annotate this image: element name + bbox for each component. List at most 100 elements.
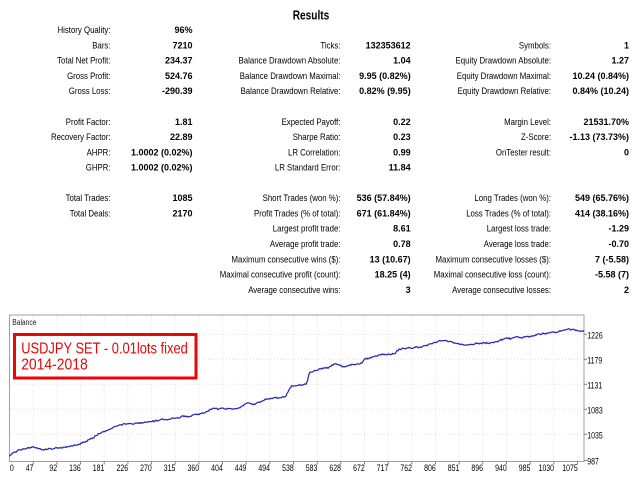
svg-text:7 (-5.58): 7 (-5.58)	[595, 254, 629, 264]
svg-text:0.99: 0.99	[393, 147, 411, 157]
svg-text:762: 762	[400, 463, 412, 473]
svg-text:985: 985	[519, 463, 531, 473]
svg-text:Average loss trade:: Average loss trade:	[484, 239, 551, 249]
svg-text:92: 92	[49, 463, 57, 473]
svg-text:7210: 7210	[172, 40, 192, 50]
svg-text:Sharpe Ratio:: Sharpe Ratio:	[293, 132, 341, 142]
svg-text:0.22: 0.22	[393, 117, 411, 127]
svg-text:672: 672	[353, 463, 365, 473]
svg-text:Gross Profit:: Gross Profit:	[67, 71, 110, 81]
svg-text:2014-2018: 2014-2018	[21, 357, 88, 374]
svg-text:1035: 1035	[587, 431, 602, 441]
svg-text:2170: 2170	[172, 209, 192, 219]
svg-text:-1.13 (73.73%): -1.13 (73.73%)	[569, 132, 629, 142]
svg-text:414 (38.16%): 414 (38.16%)	[575, 209, 629, 219]
svg-text:1.81: 1.81	[175, 117, 193, 127]
svg-text:Largest loss trade:: Largest loss trade:	[487, 224, 551, 234]
svg-text:549 (65.76%): 549 (65.76%)	[575, 193, 629, 203]
svg-text:Maximum consecutive wins ($):: Maximum consecutive wins ($):	[232, 254, 341, 264]
svg-text:1179: 1179	[587, 356, 602, 366]
svg-text:1.04: 1.04	[393, 56, 411, 66]
svg-text:0: 0	[624, 147, 629, 157]
svg-text:10.24 (0.84%): 10.24 (0.84%)	[572, 71, 629, 81]
svg-text:315: 315	[164, 463, 176, 473]
svg-text:0.23: 0.23	[393, 132, 411, 142]
svg-text:671 (61.84%): 671 (61.84%)	[357, 209, 411, 219]
svg-text:987: 987	[587, 457, 599, 467]
svg-text:Margin Level:: Margin Level:	[504, 117, 551, 127]
svg-text:524.76: 524.76	[165, 71, 193, 81]
svg-text:940: 940	[495, 463, 507, 473]
svg-text:Equity Drawdown Maximal:: Equity Drawdown Maximal:	[457, 71, 551, 81]
svg-text:1083: 1083	[587, 406, 602, 416]
svg-text:Balance Drawdown Maximal:: Balance Drawdown Maximal:	[240, 71, 341, 81]
svg-text:9.95 (0.82%): 9.95 (0.82%)	[359, 71, 411, 81]
svg-text:Short Trades (won %):: Short Trades (won %):	[263, 193, 341, 203]
svg-text:360: 360	[188, 463, 200, 473]
svg-text:2: 2	[624, 285, 629, 295]
svg-text:136: 136	[69, 463, 81, 473]
svg-text:1.0002 (0.02%): 1.0002 (0.02%)	[131, 147, 193, 157]
svg-text:806: 806	[424, 463, 436, 473]
svg-text:Maximum consecutive losses ($): Maximum consecutive losses ($):	[436, 254, 552, 264]
svg-text:Balance: Balance	[12, 318, 37, 327]
svg-text:Loss Trades (% of total):: Loss Trades (% of total):	[466, 209, 551, 219]
svg-text:Results: Results	[293, 8, 330, 23]
svg-text:132353612: 132353612	[366, 40, 411, 50]
svg-text:Maximal consecutive profit (co: Maximal consecutive profit (count):	[220, 270, 341, 280]
svg-text:Equity Drawdown Absolute:: Equity Drawdown Absolute:	[456, 56, 552, 66]
svg-text:-290.39: -290.39	[162, 86, 193, 96]
svg-text:1.27: 1.27	[611, 56, 629, 66]
svg-text:Average consecutive wins:: Average consecutive wins:	[248, 285, 340, 295]
svg-text:0.82% (9.95): 0.82% (9.95)	[359, 86, 411, 96]
svg-text:USDJPY SET - 0.01lots fixed: USDJPY SET - 0.01lots fixed	[21, 340, 188, 357]
svg-text:1.0002 (0.02%): 1.0002 (0.02%)	[131, 163, 193, 173]
svg-text:Average profit trade:: Average profit trade:	[270, 239, 341, 249]
svg-text:717: 717	[377, 463, 389, 473]
svg-text:Balance Drawdown Absolute:: Balance Drawdown Absolute:	[239, 56, 341, 66]
svg-text:494: 494	[258, 463, 270, 473]
svg-text:851: 851	[448, 463, 460, 473]
svg-text:13 (10.67): 13 (10.67)	[370, 254, 411, 264]
svg-text:-1.29: -1.29	[608, 224, 629, 234]
svg-text:Bars:: Bars:	[92, 40, 110, 50]
svg-text:1: 1	[624, 40, 629, 50]
svg-text:11.84: 11.84	[389, 163, 411, 173]
svg-text:History Quality:: History Quality:	[58, 25, 111, 35]
svg-text:Largest profit trade:: Largest profit trade:	[273, 224, 341, 234]
svg-text:Profit Trades (% of total):: Profit Trades (% of total):	[254, 209, 341, 219]
svg-text:Total Deals:: Total Deals:	[70, 209, 111, 219]
svg-text:GHPR:: GHPR:	[86, 163, 111, 173]
svg-text:583: 583	[306, 463, 318, 473]
svg-text:-5.58 (7): -5.58 (7)	[595, 270, 629, 280]
svg-text:Expected Payoff:: Expected Payoff:	[282, 117, 341, 127]
svg-text:536 (57.84%): 536 (57.84%)	[357, 193, 411, 203]
svg-text:AHPR:: AHPR:	[87, 147, 111, 157]
svg-text:Profit Factor:: Profit Factor:	[66, 117, 111, 127]
svg-text:404: 404	[211, 463, 223, 473]
svg-text:234.37: 234.37	[165, 56, 193, 66]
svg-text:181: 181	[93, 463, 105, 473]
svg-text:1085: 1085	[172, 193, 192, 203]
svg-text:Average consecutive losses:: Average consecutive losses:	[452, 285, 551, 295]
svg-text:270: 270	[140, 463, 152, 473]
svg-text:1226: 1226	[587, 331, 602, 341]
svg-text:OnTester result:: OnTester result:	[496, 147, 551, 157]
svg-text:Recovery Factor:: Recovery Factor:	[51, 132, 111, 142]
svg-text:21531.70%: 21531.70%	[583, 117, 629, 127]
svg-text:0.84% (10.24): 0.84% (10.24)	[572, 86, 629, 96]
svg-text:Z-Score:: Z-Score:	[521, 132, 551, 142]
svg-text:0: 0	[10, 463, 14, 473]
svg-text:1030: 1030	[539, 463, 554, 473]
svg-text:18.25 (4): 18.25 (4)	[375, 270, 411, 280]
svg-text:LR Correlation:: LR Correlation:	[288, 147, 341, 157]
svg-text:8.61: 8.61	[393, 224, 411, 234]
svg-text:449: 449	[235, 463, 247, 473]
svg-text:96%: 96%	[174, 25, 192, 35]
svg-text:3: 3	[406, 285, 411, 295]
svg-text:Ticks:: Ticks:	[320, 40, 340, 50]
svg-text:Gross Loss:: Gross Loss:	[69, 86, 111, 96]
svg-text:Maximal consecutive loss (coun: Maximal consecutive loss (count):	[434, 270, 551, 280]
svg-text:Symbols:: Symbols:	[519, 40, 551, 50]
svg-text:Equity Drawdown Relative:: Equity Drawdown Relative:	[458, 86, 551, 96]
